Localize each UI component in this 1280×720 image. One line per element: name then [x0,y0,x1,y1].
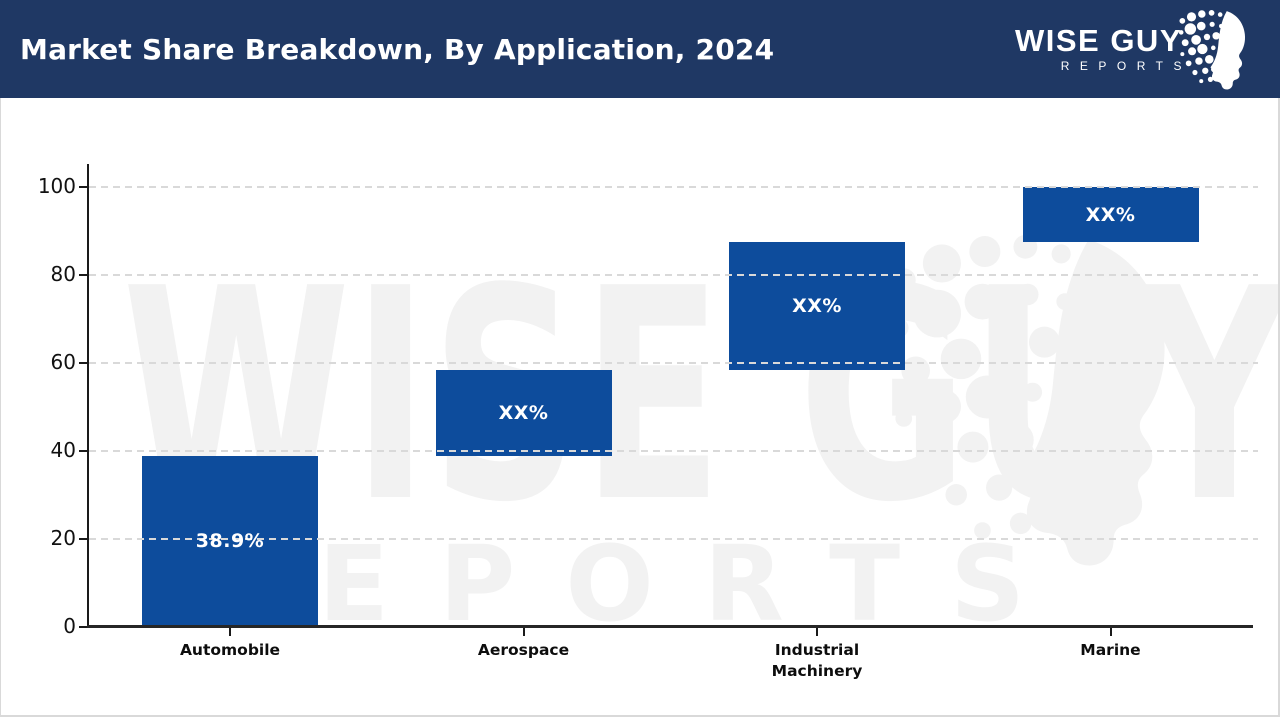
x-axis-tick [229,628,231,636]
y-axis-tick-label: 40 [50,438,76,462]
y-axis-tick-label: 0 [63,614,76,638]
x-axis-category-label-marine: Marine [1080,641,1141,659]
gridline [89,362,1258,364]
gridline [89,450,1258,452]
bar-aerospace [435,370,612,456]
y-axis-tick [79,626,87,628]
bar-marine [1022,187,1199,242]
y-axis-tick [79,362,87,364]
watermark-subtitle: REPORTS [188,523,1076,645]
y-axis-tick-label: 20 [50,526,76,550]
x-axis-tick [816,628,818,636]
bar-industrial-machinery [729,242,905,371]
right-border [1278,98,1280,717]
x-axis-tick [522,628,525,636]
y-axis-tick [79,274,87,276]
gridline [89,274,1258,276]
bar-automobile [142,455,318,627]
y-axis-tick-label: 100 [37,174,76,198]
header: Market Share Breakdown, By Application, … [0,0,1280,98]
left-border [0,98,1,717]
y-axis-tick-label: 80 [50,262,76,286]
y-axis-tick [79,186,87,188]
x-axis-category-label-automobile: Automobile [179,641,281,659]
logo-subtitle: REPORTS [1060,59,1192,73]
wise-guy-logo: WISE GUY REPORTS [1015,6,1254,92]
y-axis-tick-label: 60 [50,350,76,374]
y-axis-tick [79,450,87,452]
x-axis-spine [87,625,1253,628]
bar-value-label-aerospace: XX% [498,401,549,424]
x-axis-tick [1109,628,1112,636]
bar-value-label-industrial-machinery: XX% [792,295,842,318]
logo-text: WISE GUY REPORTS [1015,25,1182,73]
bar-value-label-automobile: 38.9% [195,530,265,553]
y-axis-tick [79,538,87,540]
page-title: Market Share Breakdown, By Application, … [20,32,775,66]
bar-value-label-marine: XX% [1085,203,1136,226]
x-axis-category-label-industrial-machinery: Industrial Machinery [771,641,863,680]
y-axis-spine [87,164,89,628]
logo-wordmark: WISE GUY [1014,23,1182,58]
bottom-border [0,715,1280,717]
x-axis-category-label-aerospace: Aerospace [477,641,570,659]
